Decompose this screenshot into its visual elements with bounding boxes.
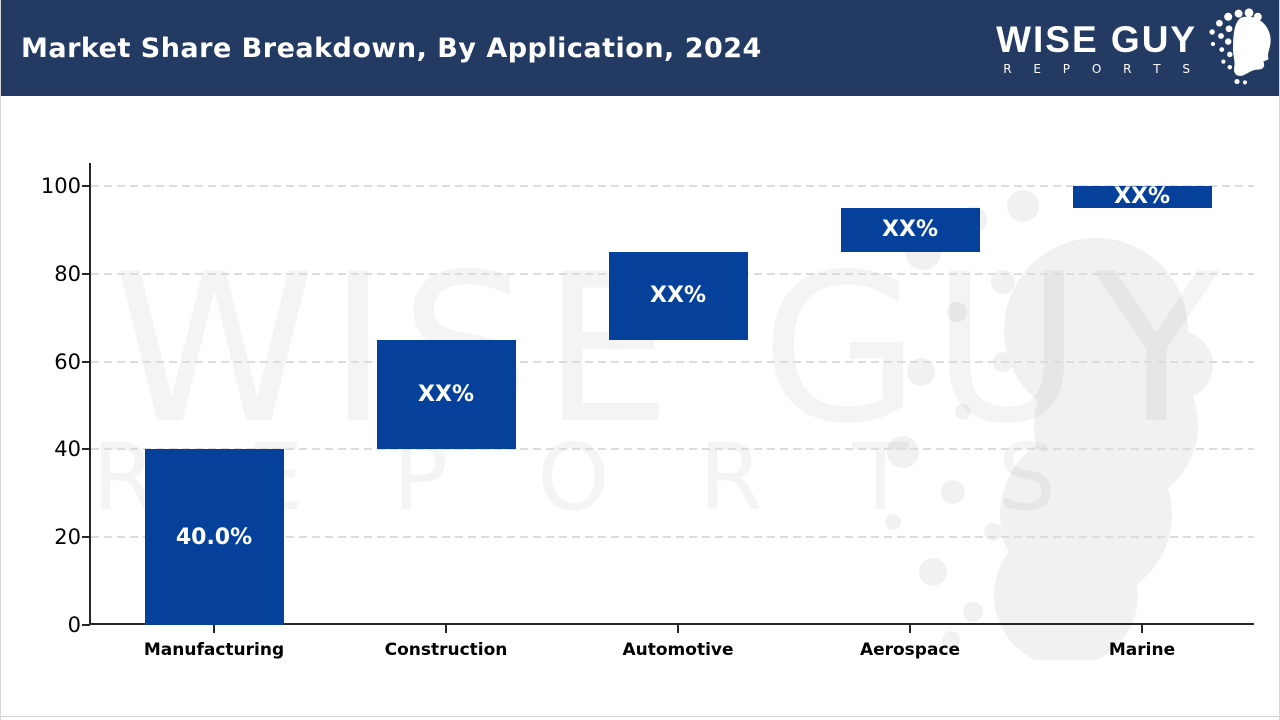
logo-wordmark: WISE GUY	[996, 19, 1198, 60]
header-band: Market Share Breakdown, By Application, …	[1, 0, 1279, 96]
chart-title: Market Share Breakdown, By Application, …	[21, 32, 762, 64]
y-tick-80	[82, 272, 90, 275]
x-category-label: Construction	[384, 640, 508, 660]
gridline-20	[91, 536, 1254, 539]
x-tick-0	[213, 625, 215, 633]
gridline-40	[91, 448, 1254, 451]
bar-manufacturing: 40.0%	[144, 449, 284, 625]
y-tick-label: 20	[54, 525, 81, 550]
y-tick-100	[82, 185, 90, 187]
bar-marine: XX%	[1072, 184, 1212, 210]
y-tick-label: 0	[67, 613, 81, 637]
wiseguy-logo: WISE GUY R E P O R T S	[994, 4, 1273, 92]
x-tick-3	[909, 625, 911, 633]
bar-value-label: XX%	[1114, 184, 1170, 210]
bar-aerospace: XX%	[840, 207, 980, 252]
bar-value-label: XX%	[882, 217, 938, 243]
logo-subtitle: R E P O R T S	[1003, 62, 1199, 76]
x-tick-4	[1141, 625, 1143, 633]
x-category-label: Marine	[1108, 640, 1176, 660]
bar-automotive: XX%	[608, 251, 748, 340]
bar-value-label: XX%	[650, 283, 706, 309]
watermark-head-icon	[885, 190, 1213, 660]
y-tick-label: 60	[54, 349, 81, 374]
y-tick-0	[82, 624, 90, 626]
y-axis-spine	[89, 163, 91, 625]
dotted-head-icon	[1209, 8, 1271, 85]
y-tick-label: 100	[40, 174, 81, 198]
gridline-60	[91, 360, 1254, 363]
bar-value-label: 40.0%	[175, 524, 253, 550]
y-tick-label: 80	[54, 261, 81, 286]
bar-construction: XX%	[376, 339, 516, 450]
x-category-label: Manufacturing	[143, 640, 285, 660]
logo-text: WISE GUY R E P O R T S	[994, 19, 1199, 77]
gridline-100	[91, 185, 1254, 187]
y-tick-label: 40	[54, 437, 81, 462]
bar-value-label: XX%	[418, 382, 474, 408]
x-tick-1	[445, 625, 447, 633]
y-tick-60	[82, 360, 90, 363]
y-tick-20	[82, 536, 90, 539]
x-category-label: Aerospace	[859, 640, 961, 660]
x-axis-spine	[89, 623, 1254, 625]
x-tick-2	[677, 625, 679, 633]
x-category-label: Automotive	[622, 640, 734, 660]
y-tick-40	[82, 448, 90, 451]
